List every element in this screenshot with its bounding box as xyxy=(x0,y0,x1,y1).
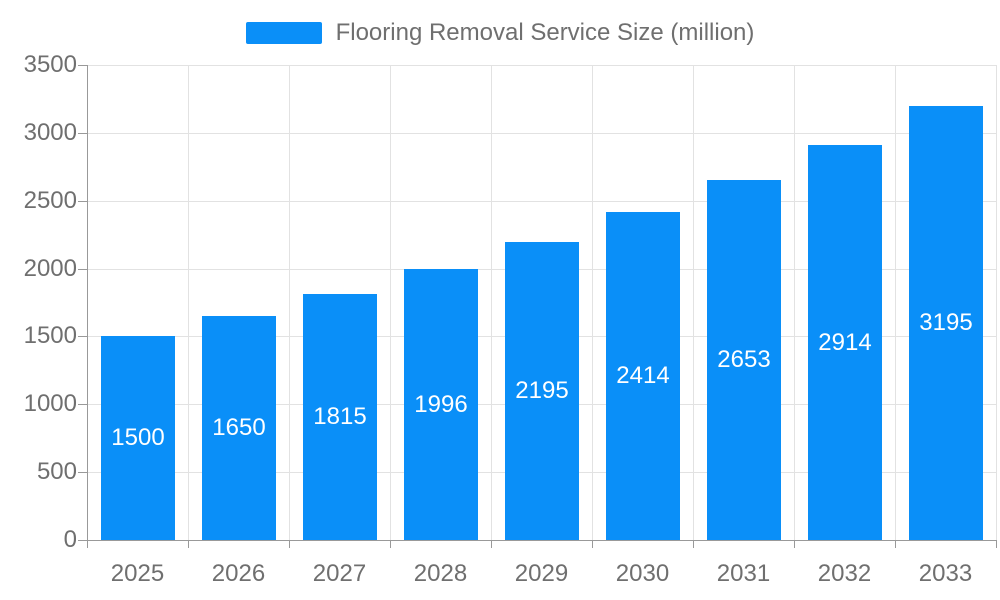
gridline-vertical xyxy=(289,65,290,540)
y-axis-tick xyxy=(78,472,87,473)
gridline-horizontal xyxy=(87,200,996,202)
gridline-horizontal xyxy=(87,132,996,134)
x-axis-tick xyxy=(895,540,896,548)
bar-2027: 1815 xyxy=(303,294,377,540)
x-axis-tick-label: 2025 xyxy=(110,560,165,587)
y-axis-tick-label: 2000 xyxy=(23,255,77,282)
plot-area: 1500 1650 1815 1996 2195 2414 2653 2914 3195 xyxy=(87,65,997,540)
x-axis-tick-label: 2031 xyxy=(716,560,771,587)
bar-2025: 1500 xyxy=(101,336,175,540)
gridline-vertical xyxy=(895,65,896,540)
y-axis-tick xyxy=(78,269,87,270)
bar-value-label: 2653 xyxy=(717,346,771,373)
x-axis-tick-label: 2030 xyxy=(615,560,670,587)
x-axis-tick-label: 2029 xyxy=(514,560,569,587)
x-axis-tick xyxy=(390,540,391,548)
bar-value-label: 1996 xyxy=(414,390,468,418)
bar-2031: 2653 xyxy=(707,180,781,540)
gridline-vertical xyxy=(794,65,795,540)
bar-2033: 3195 xyxy=(909,106,983,540)
gridline-vertical xyxy=(188,65,189,540)
gridline-vertical xyxy=(491,65,492,540)
x-axis-tick xyxy=(188,540,189,548)
y-axis-tick-label: 1000 xyxy=(23,390,77,417)
y-axis-tick xyxy=(78,201,87,202)
gridline-horizontal xyxy=(87,65,996,66)
x-axis-tick-label: 2028 xyxy=(413,560,468,587)
gridline-vertical xyxy=(693,65,694,540)
bar-value-label: 1815 xyxy=(313,403,367,430)
gridline-vertical xyxy=(390,65,391,540)
x-axis-tick xyxy=(996,540,997,548)
y-axis-tick-label: 500 xyxy=(36,458,77,485)
x-axis-line xyxy=(87,540,997,541)
x-axis-tick xyxy=(693,540,694,548)
legend-swatch xyxy=(245,22,322,44)
bar-value-label: 2914 xyxy=(818,328,872,356)
y-axis-tick xyxy=(78,336,87,337)
y-axis-tick-label: 3000 xyxy=(23,119,77,146)
y-axis-tick xyxy=(78,133,87,134)
y-axis-tick-label: 0 xyxy=(63,526,77,553)
x-axis-tick-label: 2027 xyxy=(312,560,367,587)
x-axis-tick-label: 2032 xyxy=(817,560,872,587)
x-axis-tick xyxy=(592,540,593,548)
x-axis-tick-label: 2026 xyxy=(211,560,266,587)
bar-value-label: 2414 xyxy=(616,362,670,389)
bar-value-label: 2195 xyxy=(515,377,569,404)
bar-value-label: 3195 xyxy=(919,309,973,336)
y-axis-tick-label: 1500 xyxy=(23,322,77,349)
bar-2028: 1996 xyxy=(404,269,478,540)
bar-value-label: 1650 xyxy=(212,414,266,441)
bar-2032: 2914 xyxy=(808,145,882,540)
x-axis-tick xyxy=(491,540,492,548)
bar-value-label: 1500 xyxy=(111,424,165,451)
x-axis-tick-label: 2033 xyxy=(918,560,973,587)
y-axis-line xyxy=(87,65,88,541)
bar-2029: 2195 xyxy=(505,242,579,540)
bar-2026: 1650 xyxy=(202,316,276,540)
bar-2030: 2414 xyxy=(606,212,680,540)
x-axis-tick xyxy=(87,540,88,548)
y-axis-tick-label: 3500 xyxy=(23,51,77,78)
legend-label: Flooring Removal Service Size (million) xyxy=(335,19,755,46)
y-axis-tick xyxy=(78,540,87,541)
x-axis-tick xyxy=(289,540,290,548)
gridline-vertical xyxy=(592,65,593,540)
gridline-vertical xyxy=(996,65,997,540)
y-axis-tick xyxy=(78,65,87,66)
x-axis-tick xyxy=(794,540,795,548)
legend-item[interactable]: Flooring Removal Service Size (million) xyxy=(0,19,1000,47)
y-axis-tick-label: 2500 xyxy=(23,187,77,214)
y-axis-tick xyxy=(78,404,87,405)
